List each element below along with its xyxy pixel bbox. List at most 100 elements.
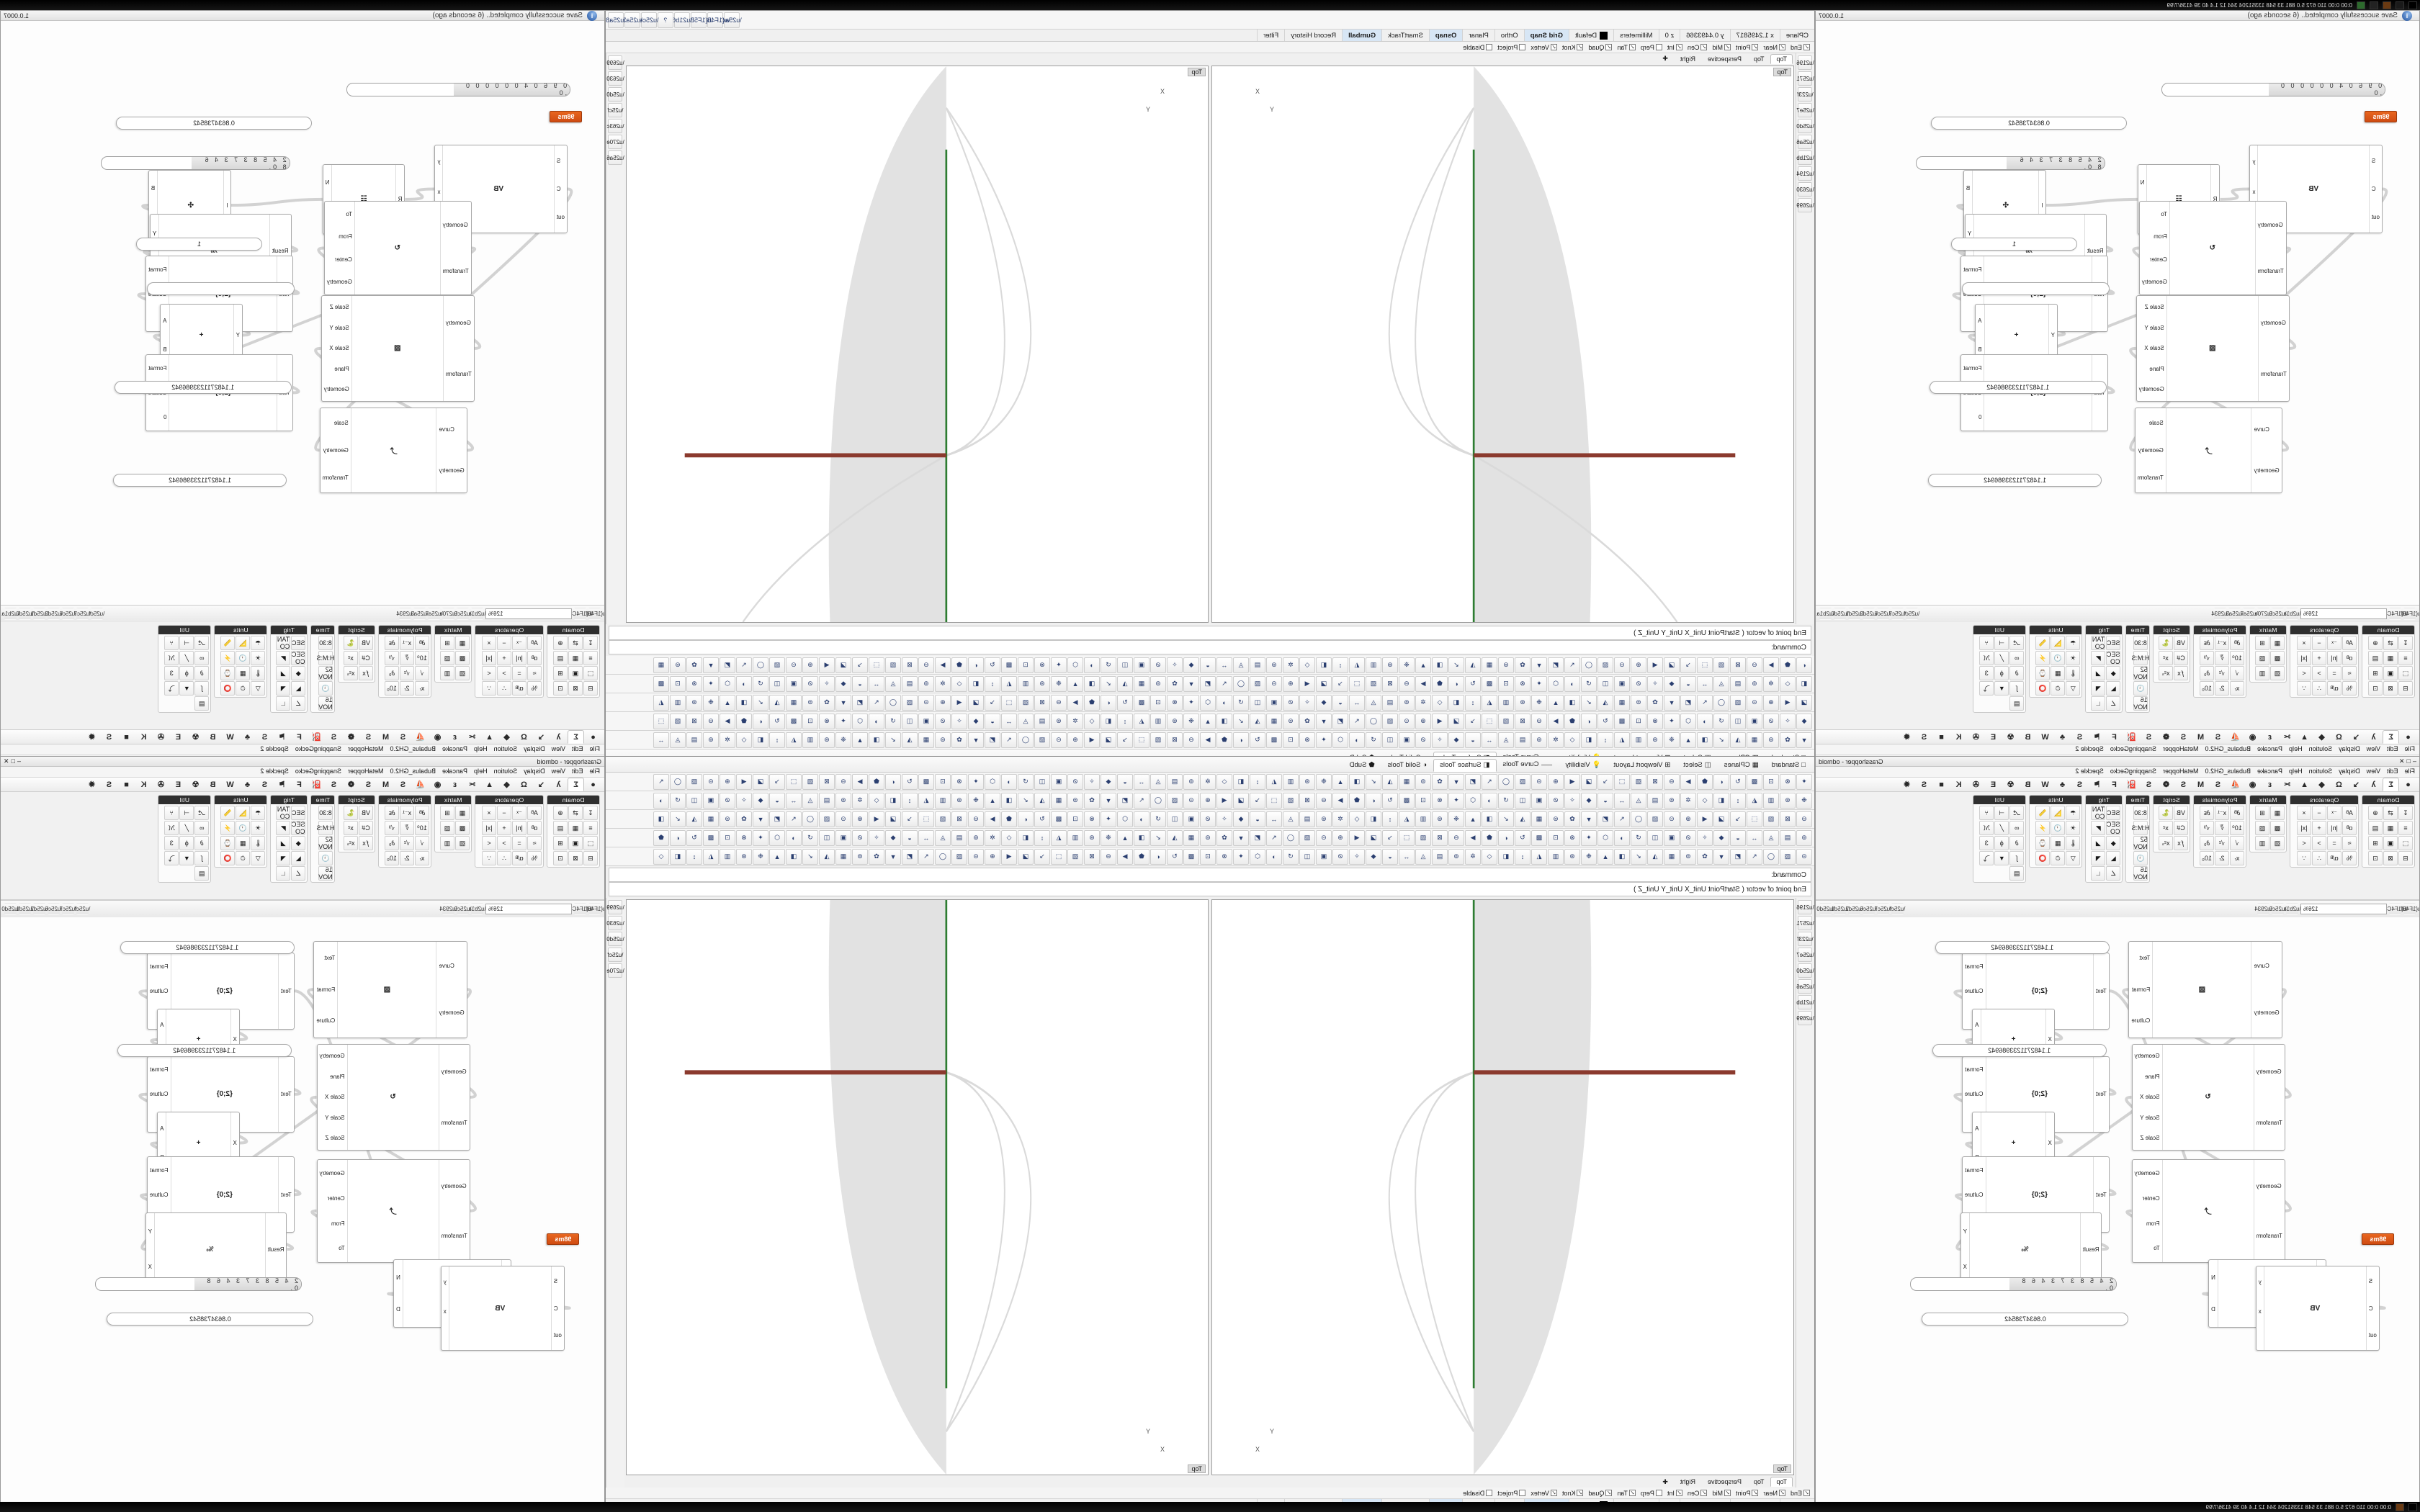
gh-component-trig-3[interactable]: ◤ xyxy=(276,821,291,835)
rhino-toolbar-button-3-11[interactable]: ▩ xyxy=(1614,713,1630,729)
selection-icon-r[interactable]: \u2b1a xyxy=(1,608,19,620)
osnap-checkbox-int[interactable]: ✓ xyxy=(1675,44,1682,50)
gh-menu-item-metahopper[interactable]: MetaHopper xyxy=(2162,768,2199,775)
rhino-toolbar-button-3-69[interactable]: ⬚ xyxy=(653,713,669,729)
gh-component-domain-7[interactable]: ▣ xyxy=(2383,666,2398,680)
rhino-toolbar-button-7-33[interactable]: ◒ xyxy=(1250,811,1265,827)
rhino-toolbar-button-1-23[interactable]: ▶ xyxy=(1415,675,1431,692)
rhino-toolbar-button-3-30[interactable]: ✿ xyxy=(1299,713,1315,729)
osnap-checkbox-near[interactable]: ✓ xyxy=(1778,1490,1785,1496)
rhino-toolbar-button-4-45[interactable]: ⊝ xyxy=(1051,732,1067,748)
rhino-toolbar-button-2-29[interactable]: ◆ xyxy=(1316,694,1332,711)
rhino-toolbar-button-2-25[interactable]: ▤ xyxy=(1382,694,1398,711)
gh-ribbon-tab-bubalus[interactable]: ♣ xyxy=(244,780,251,789)
gh-component-domain-9[interactable]: ⊟ xyxy=(583,681,598,696)
rhino-toolbar-button-0-29[interactable]: ◧ xyxy=(1316,657,1332,673)
rhino-command-prompt-bottom[interactable]: Command: xyxy=(609,868,1811,882)
gh-ribbon-tab-snappinggecko[interactable]: S xyxy=(2180,780,2187,789)
gh-output-8-1[interactable]: Center xyxy=(2142,1194,2160,1202)
rhino-tab-subd[interactable]: ⬟SubD xyxy=(1343,759,1381,772)
rhino-toolbar-button-7-51[interactable]: ⊠ xyxy=(951,811,967,827)
gh-component-util-4[interactable]: ╱ xyxy=(179,821,194,835)
gh-ribbon-tab-shapediver[interactable]: S xyxy=(331,732,337,742)
gh-component-matrix-1[interactable]: ⊞ xyxy=(440,636,454,650)
rhino-icon-print[interactable]: \u{1F5B6} xyxy=(684,12,713,28)
rhino-toolbar-button-9-35[interactable]: ⊗ xyxy=(1216,848,1232,865)
gh-ribbon-tab-fologram[interactable]: F xyxy=(2112,780,2117,789)
rhino-toolbar-button-3-31[interactable]: ⊜ xyxy=(1283,713,1299,729)
sidebar-tool-solid-b[interactable]: \u25d0 xyxy=(1796,963,1814,978)
gh-ribbon-tab-pancake[interactable]: ⛽ xyxy=(311,780,322,789)
gh-panel-0[interactable]: 1.1482711233986942 xyxy=(120,940,295,954)
rhino-toolbar-button-5-41[interactable]: ◒ xyxy=(1117,773,1133,790)
gh-component-trig-2[interactable]: SEC CO xyxy=(291,821,306,835)
rhino-toolbar-button-0-16[interactable]: ▼ xyxy=(1531,657,1547,673)
rhino-toolbar-button-9-59[interactable]: ◮ xyxy=(819,848,835,865)
gh-component-domain-10[interactable]: ⊠ xyxy=(568,851,583,865)
gh-component-script-2[interactable]: C# xyxy=(359,651,373,665)
rhino-toolbar-button-1-17[interactable]: ⊗ xyxy=(1515,675,1531,692)
gh-output-3-0[interactable]: Y xyxy=(1967,230,1972,237)
rhino-toolbar-button-4-32[interactable]: ▩ xyxy=(1266,732,1282,748)
gh-panel-3[interactable]: 1 xyxy=(1951,238,2077,251)
osnap-point[interactable]: ✓ Point xyxy=(1736,44,1759,51)
rhino-toolbar-button-0-36[interactable]: ◒ xyxy=(1200,657,1216,673)
gh-ribbon-tab-bubalus[interactable]: ♣ xyxy=(2059,732,2066,742)
rhino-toolbar-button-6-16[interactable]: ▣ xyxy=(1531,792,1547,809)
shade-mode-icon-b2[interactable]: \u25c7 xyxy=(1874,903,1892,915)
osnap-tan[interactable]: ✓ Tan xyxy=(1617,44,1636,51)
osnap-cen[interactable]: ✓ Cen xyxy=(1688,44,1708,51)
gh-output-0-0[interactable]: y xyxy=(2252,158,2256,166)
new-doc-icon-b[interactable]: \u{1F4C4} xyxy=(2382,903,2408,915)
gh-input-10-0[interactable]: S xyxy=(553,1277,558,1284)
gh-panel-0[interactable]: 0.8634738542 xyxy=(1930,117,2128,130)
gh-ribbon-tab-transform[interactable]: ε xyxy=(452,780,457,789)
rhino-toolbar-button-0-2[interactable]: ▶ xyxy=(1763,657,1779,673)
rhino-toolbar-button-8-22[interactable]: ⊠ xyxy=(1432,829,1448,846)
gh-component-units-10[interactable]: ⏱ xyxy=(236,851,251,865)
gh-input-9-1[interactable]: Geometry xyxy=(2254,467,2280,474)
gh-menubar-bottom[interactable]: File Edit View Display Solution Help Pancake Bu… xyxy=(1816,767,2419,778)
gh-input-10-1[interactable]: C xyxy=(553,1305,558,1312)
viewport-tab-2[interactable]: Perspective xyxy=(1707,1478,1742,1485)
rhino-toolbar-button-9-29[interactable]: ▣ xyxy=(1316,848,1332,865)
osnap-checkbox-perp[interactable] xyxy=(1655,44,1662,50)
panel-layers-icon[interactable]: \u2630 xyxy=(606,71,624,86)
gh-ribbon-tab-bubalus[interactable]: ♣ xyxy=(244,732,251,742)
gh-component-trig-2[interactable]: SEC CO xyxy=(2106,651,2121,665)
osnap-checkbox-cen[interactable]: ✓ xyxy=(1700,1490,1708,1496)
gh-menubar-top-right[interactable]: File Edit View Display Solution Help Pancake Bu… xyxy=(1,744,604,755)
gh-component-trig-3[interactable]: ◤ xyxy=(2091,821,2106,835)
gh-input-7-1[interactable]: Transform xyxy=(2257,267,2284,274)
gh-ribbon-tab-speckle[interactable]: S xyxy=(2215,732,2221,742)
gh-component-util-7[interactable]: ϕ xyxy=(179,666,194,680)
gh-component-polynomials-2[interactable]: ∂ᴇ xyxy=(2200,806,2214,820)
rhino-toolbar-button-2-52[interactable]: ⊕ xyxy=(935,694,951,711)
rhino-toolbar-button-7-46[interactable]: ↻ xyxy=(1034,811,1050,827)
rhino-toolbar-button-4-14[interactable]: ◇ xyxy=(1564,732,1580,748)
rhino-toolbar-button-2-58[interactable]: ▼ xyxy=(835,694,851,711)
gh-output-8-2[interactable]: Scale X xyxy=(329,345,349,352)
rhino-toolbar-button-4-31[interactable]: ⊡ xyxy=(1283,732,1299,748)
rhino-command-history-top[interactable]: End point of vector ( StartPoint Unit_X … xyxy=(609,626,1811,640)
gh-output-8-4[interactable]: Geometry xyxy=(2138,386,2164,393)
panel-display-icon-b[interactable]: \u25d0 xyxy=(606,932,624,946)
rhino-toolbar-button-2-26[interactable]: ◬ xyxy=(1366,694,1381,711)
rhino-toolbar-icons-row3[interactable]: ◪ ◀ ⊕ ⊝ ▧ ◯ ↖ ◩ ▼ ✿ ⊜ ▦ ◮ ↙ ◨ ▲ ❉ ⊛ ▥ ◭ ↕ ◧ ◇ ✲ ⊚ ▤ ◬ ↔ ◒ ◆ ✧ ⊘ ▣ ◫ ↺ ◑ ⬡ ✦ ⊗ ⊡… xyxy=(606,693,1814,712)
gh-ribbon-tab-kangaroo[interactable]: ⛵ xyxy=(2230,780,2241,789)
sidebar-tool-line[interactable]: \u2571 xyxy=(1796,71,1814,86)
gh-component-util-6[interactable]: ∂ xyxy=(194,836,210,850)
rhino-toolbar-button-4-40[interactable]: ⬚ xyxy=(1134,732,1150,748)
gh-ribbon-tab-ladybug[interactable]: ✇ xyxy=(1972,780,1980,789)
gh-ribbon-tab-fologram[interactable]: F xyxy=(2112,732,2117,742)
rhino-toolbar-button-4-36[interactable]: ▶ xyxy=(1200,732,1216,748)
gh-component-util-7[interactable]: ϕ xyxy=(1994,666,2009,680)
viewport-tab-0[interactable]: Top xyxy=(1770,1477,1793,1487)
rhino-toolbar-button-0-66[interactable]: ▼ xyxy=(703,657,719,673)
display-icon-1r[interactable]: \u25d2 xyxy=(45,608,63,620)
rhino-toolbar-button-1-30[interactable]: ◀ xyxy=(1299,675,1315,692)
rhino-toolbar-button-5-6[interactable]: ⬟ xyxy=(1697,773,1713,790)
gh-input-8-1[interactable]: Transform xyxy=(441,1232,467,1239)
rhino-toolbar-button-0-52[interactable]: ▶ xyxy=(935,657,951,673)
rhino-toolbar-button-1-47[interactable]: ▥ xyxy=(1018,675,1034,692)
